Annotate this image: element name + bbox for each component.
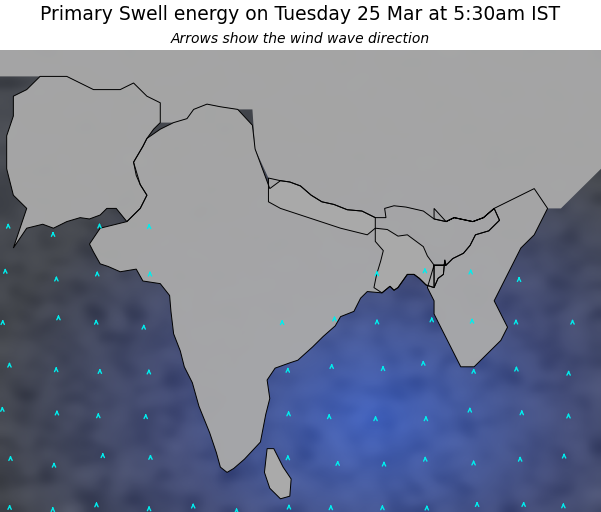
Polygon shape (0, 50, 601, 222)
Polygon shape (374, 228, 434, 293)
Polygon shape (427, 188, 548, 367)
Polygon shape (90, 104, 499, 473)
Text: Primary Swell energy on Tuesday 25 Mar at 5:30am IST: Primary Swell energy on Tuesday 25 Mar a… (40, 6, 561, 25)
Polygon shape (7, 76, 160, 248)
Polygon shape (264, 449, 291, 499)
Text: Arrows show the wind wave direction: Arrows show the wind wave direction (171, 32, 430, 46)
Polygon shape (269, 178, 375, 235)
